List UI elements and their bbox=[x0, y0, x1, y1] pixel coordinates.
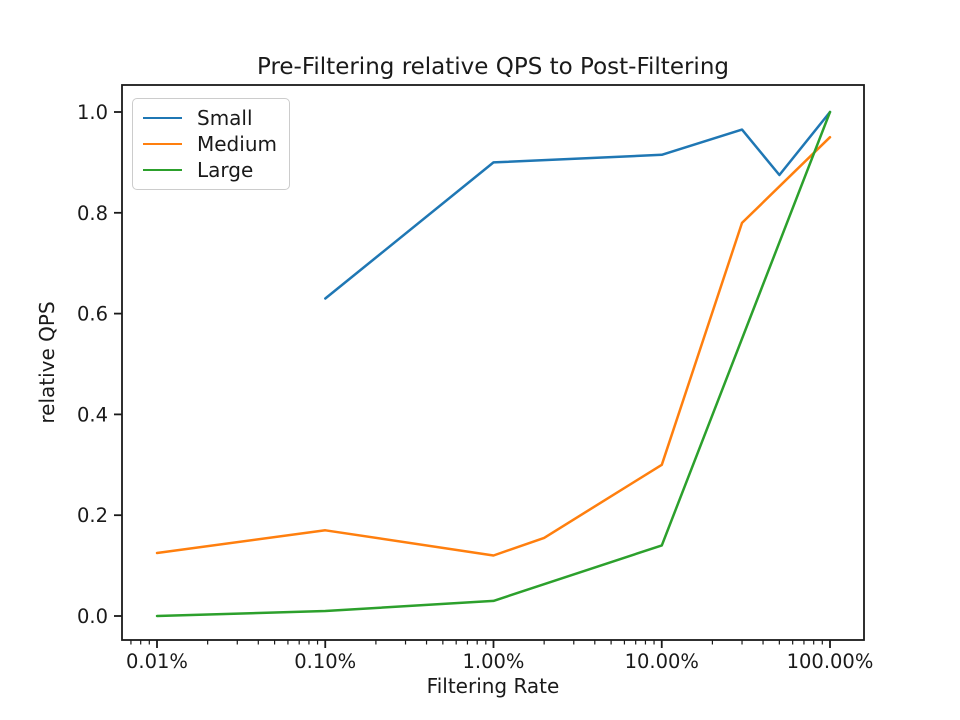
line-medium bbox=[155, 135, 832, 557]
legend-item-small: Small bbox=[143, 108, 279, 128]
x-tick-label: 100.00% bbox=[787, 650, 874, 673]
y-tick-label: 1.0 bbox=[77, 101, 108, 124]
chart-title: Pre-Filtering relative QPS to Post-Filte… bbox=[257, 54, 729, 80]
legend: Small Medium Large bbox=[132, 98, 290, 190]
y-axis-label: relative QPS bbox=[35, 301, 59, 423]
line-large bbox=[155, 110, 832, 618]
x-tick-label: 1.00% bbox=[463, 650, 525, 673]
legend-swatch-small bbox=[143, 117, 182, 119]
y-tick-label: 0.8 bbox=[77, 202, 108, 225]
line-small bbox=[324, 110, 832, 300]
legend-swatch-large bbox=[143, 169, 182, 171]
legend-label-medium: Medium bbox=[197, 132, 277, 156]
axis-major-ticks bbox=[114, 111, 831, 648]
legend-item-large: Large bbox=[143, 160, 279, 180]
x-axis-label: Filtering Rate bbox=[427, 674, 560, 698]
y-tick-label: 0.2 bbox=[77, 504, 108, 527]
legend-label-small: Small bbox=[197, 106, 253, 130]
plot-area-border bbox=[121, 84, 865, 641]
y-tick-label: 0.0 bbox=[77, 605, 108, 628]
y-tick-label: 0.6 bbox=[77, 303, 108, 326]
axis-tick-labels: 0.01% 0.10% 1.00% 10.00% 100.00% 0.0 0.2 0.4 0.6… bbox=[77, 101, 873, 673]
x-tick-label: 0.10% bbox=[294, 650, 356, 673]
x-tick-label: 10.00% bbox=[625, 650, 699, 673]
data-series-lines bbox=[155, 110, 832, 618]
x-tick-label: 0.01% bbox=[126, 650, 188, 673]
y-tick-label: 0.4 bbox=[77, 403, 108, 426]
legend-swatch-medium bbox=[143, 143, 182, 145]
legend-item-medium: Medium bbox=[143, 134, 279, 154]
legend-label-large: Large bbox=[197, 158, 254, 182]
